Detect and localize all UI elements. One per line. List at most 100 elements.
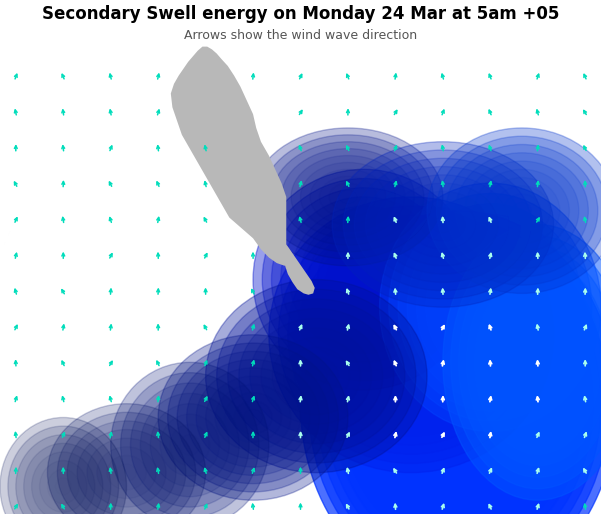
Polygon shape [171,47,290,266]
Ellipse shape [388,183,498,266]
Ellipse shape [300,211,601,514]
Ellipse shape [435,245,546,369]
Ellipse shape [228,299,405,453]
Ellipse shape [365,167,520,282]
Ellipse shape [451,236,601,489]
Ellipse shape [283,347,350,405]
Ellipse shape [130,383,249,507]
Ellipse shape [453,266,527,348]
Ellipse shape [416,225,564,390]
Ellipse shape [336,252,391,307]
Ellipse shape [160,414,219,476]
Ellipse shape [345,270,478,399]
Ellipse shape [354,158,531,290]
Ellipse shape [168,343,338,492]
Ellipse shape [310,169,386,225]
Ellipse shape [297,225,525,445]
Ellipse shape [278,206,544,464]
Ellipse shape [316,243,506,427]
Ellipse shape [343,150,543,299]
Ellipse shape [8,426,118,514]
Ellipse shape [269,197,554,473]
Ellipse shape [419,356,498,452]
Ellipse shape [300,162,395,231]
Ellipse shape [177,351,329,484]
Ellipse shape [474,169,569,252]
Ellipse shape [47,403,206,514]
Ellipse shape [340,259,578,514]
Ellipse shape [427,365,490,443]
Ellipse shape [407,214,573,400]
Ellipse shape [206,376,300,459]
Ellipse shape [514,328,561,397]
Ellipse shape [308,225,419,335]
Ellipse shape [506,317,569,408]
Ellipse shape [281,197,447,362]
Ellipse shape [281,149,414,245]
Ellipse shape [364,288,554,514]
Ellipse shape [23,444,103,514]
Ellipse shape [484,178,560,244]
Ellipse shape [324,240,593,514]
Ellipse shape [411,346,506,462]
Ellipse shape [187,360,320,475]
Ellipse shape [250,318,383,434]
Ellipse shape [376,175,509,274]
Polygon shape [281,241,315,295]
Ellipse shape [239,308,394,444]
Ellipse shape [364,289,459,381]
Ellipse shape [348,269,569,514]
Ellipse shape [356,278,561,514]
Ellipse shape [253,128,443,266]
Ellipse shape [57,412,196,514]
Ellipse shape [272,338,361,415]
Ellipse shape [32,452,95,514]
Ellipse shape [16,435,111,514]
Ellipse shape [327,243,401,317]
Ellipse shape [290,206,438,353]
Ellipse shape [316,230,601,514]
Text: Secondary Swell energy on Monday 24 Mar at 5am +05: Secondary Swell energy on Monday 24 Mar … [42,6,559,24]
Ellipse shape [77,430,176,514]
Ellipse shape [307,234,516,436]
Ellipse shape [427,128,601,293]
Ellipse shape [373,298,449,372]
Ellipse shape [466,259,601,466]
Ellipse shape [498,305,578,420]
Ellipse shape [483,282,593,443]
Ellipse shape [87,438,166,507]
Ellipse shape [67,421,186,514]
Ellipse shape [443,225,601,500]
Ellipse shape [158,335,348,500]
Ellipse shape [0,417,127,514]
Ellipse shape [388,317,530,490]
Ellipse shape [335,261,487,408]
Ellipse shape [380,183,601,431]
Ellipse shape [354,280,468,390]
Ellipse shape [459,247,601,477]
Ellipse shape [398,191,487,258]
Ellipse shape [395,326,522,481]
Ellipse shape [426,235,555,379]
Ellipse shape [403,336,514,471]
Ellipse shape [371,298,546,510]
Ellipse shape [326,252,496,417]
Ellipse shape [299,215,429,344]
Ellipse shape [262,178,465,381]
Ellipse shape [263,135,433,259]
Ellipse shape [206,280,427,473]
Ellipse shape [444,255,537,359]
Ellipse shape [474,270,601,454]
Ellipse shape [150,403,230,486]
Ellipse shape [196,368,310,467]
Ellipse shape [217,289,416,463]
Ellipse shape [141,393,239,497]
Ellipse shape [463,276,518,338]
Ellipse shape [253,169,474,390]
Ellipse shape [332,142,554,307]
Ellipse shape [380,307,538,500]
Ellipse shape [111,362,269,514]
Ellipse shape [398,204,582,411]
Ellipse shape [456,153,588,269]
Ellipse shape [490,293,585,431]
